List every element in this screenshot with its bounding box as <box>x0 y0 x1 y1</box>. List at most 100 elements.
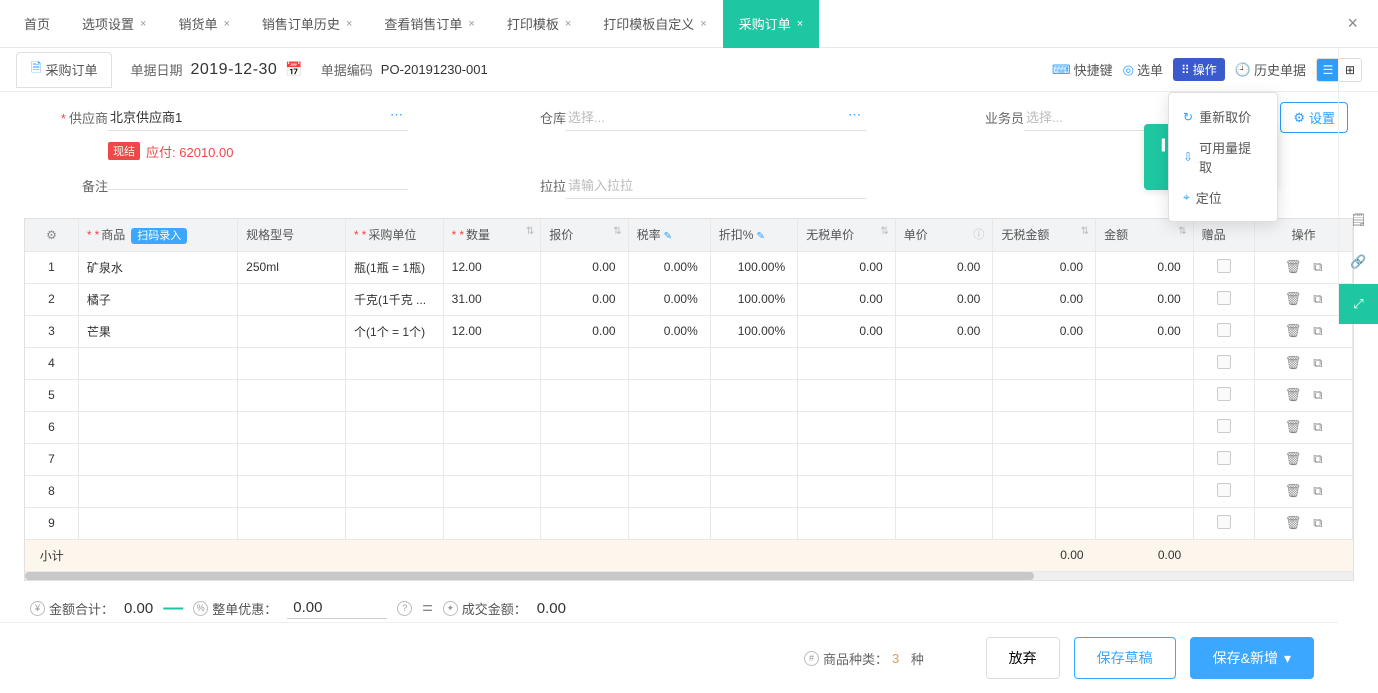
deal-icon: ✦ <box>443 601 458 616</box>
copy-icon[interactable]: ⧉ <box>1313 515 1322 530</box>
bill-date-value[interactable]: 2019-12-30 <box>190 61 277 79</box>
close-icon[interactable]: × <box>565 18 571 30</box>
edit-icon[interactable]: ✎ <box>664 231 672 242</box>
bill-code-value: PO-20191230-001 <box>381 62 488 77</box>
calendar-icon[interactable]: 📅 <box>285 61 302 78</box>
subtotal-row: 小计 0.00 0.00 <box>25 539 1353 571</box>
delete-icon[interactable]: 🗑 <box>1285 259 1302 274</box>
shortcut-btn[interactable]: ⌨快捷键 <box>1052 60 1113 79</box>
dropdown-available[interactable]: ⇩可用量提取 <box>1169 132 1277 182</box>
discount-input[interactable]: 0.00 <box>287 597 387 619</box>
tab-view-sales[interactable]: 查看销售订单× <box>368 0 490 48</box>
gift-checkbox[interactable] <box>1217 355 1231 369</box>
copy-icon[interactable]: ⧉ <box>1313 355 1322 370</box>
operate-btn[interactable]: ⠿操作 <box>1173 58 1225 81</box>
gift-checkbox[interactable] <box>1217 387 1231 401</box>
copy-icon[interactable]: ⧉ <box>1313 387 1322 402</box>
table-row[interactable]: 5🗑⧉ <box>25 379 1353 411</box>
col-amount-notax[interactable]: 无税金额 <box>993 219 1096 251</box>
delete-icon[interactable]: 🗑 <box>1285 419 1302 434</box>
view-list-icon[interactable]: ☰ <box>1317 59 1339 81</box>
close-icon[interactable]: × <box>223 18 229 30</box>
remark-input[interactable] <box>108 181 408 190</box>
delete-icon[interactable]: 🗑 <box>1285 451 1302 466</box>
close-icon[interactable]: × <box>346 18 352 30</box>
gift-checkbox[interactable] <box>1217 259 1231 273</box>
copy-icon[interactable]: ⧉ <box>1313 291 1322 306</box>
col-product: *商品扫码录入 <box>78 219 237 251</box>
tab-sales-history[interactable]: 销售订单历史× <box>246 0 368 48</box>
gift-checkbox[interactable] <box>1217 483 1231 497</box>
close-page-icon[interactable]: × <box>1335 13 1370 34</box>
sub-tab-purchase[interactable]: 🗎采购订单 <box>16 52 112 88</box>
tab-print-tpl[interactable]: 打印模板× <box>491 0 587 48</box>
close-icon[interactable]: × <box>700 18 706 30</box>
delete-icon[interactable]: 🗑 <box>1285 387 1302 402</box>
more-icon[interactable]: ⋯ <box>390 107 404 123</box>
tab-purchase-order[interactable]: 采购订单× <box>723 0 819 48</box>
side-rail: 🗒 🔗 ⤢ <box>1338 48 1378 324</box>
gear-icon: ⚙ <box>1293 110 1305 126</box>
tab-home[interactable]: 首页 <box>8 0 66 48</box>
col-unit: *采购单位 <box>346 219 444 251</box>
help-icon[interactable]: ? <box>397 601 412 616</box>
scan-button[interactable]: 扫码录入 <box>131 228 187 244</box>
cash-badge: 现结 <box>108 142 140 160</box>
more-icon[interactable]: ⋯ <box>848 107 862 123</box>
delete-icon[interactable]: 🗑 <box>1285 515 1302 530</box>
dropdown-locate[interactable]: ⌖定位 <box>1169 182 1277 213</box>
tab-sales[interactable]: 销货单× <box>162 0 245 48</box>
col-qty[interactable]: *数量 <box>443 219 541 251</box>
rail-note-icon[interactable]: 🗒 <box>1339 200 1378 240</box>
table-row[interactable]: 6🗑⧉ <box>25 411 1353 443</box>
gift-checkbox[interactable] <box>1217 291 1231 305</box>
save-new-button[interactable]: 保存&新增▾ <box>1190 637 1314 679</box>
copy-icon[interactable]: ⧉ <box>1313 451 1322 466</box>
subheader: 🗎采购订单 单据日期 2019-12-30 📅 单据编码 PO-20191230… <box>0 48 1378 92</box>
dropdown-reprice[interactable]: ↻重新取价 <box>1169 101 1277 132</box>
table-row[interactable]: 3芒果个(1个 = 1个)12.000.000.00%100.00%0.000.… <box>25 315 1353 347</box>
tab-options[interactable]: 选项设置× <box>66 0 162 48</box>
pin-icon: ⌖ <box>1183 190 1190 205</box>
table-row[interactable]: 8🗑⧉ <box>25 475 1353 507</box>
lala-input[interactable]: 请输入拉拉 <box>566 171 866 199</box>
warehouse-input[interactable]: 选择...⋯ <box>566 103 866 131</box>
tab-print-custom[interactable]: 打印模板自定义× <box>587 0 722 48</box>
history-btn[interactable]: 🕘历史单据 <box>1235 60 1306 79</box>
table-row[interactable]: 4🗑⧉ <box>25 347 1353 379</box>
table-row[interactable]: 7🗑⧉ <box>25 443 1353 475</box>
save-draft-button[interactable]: 保存草稿 <box>1074 637 1176 679</box>
col-price-notax[interactable]: 无税单价 <box>798 219 896 251</box>
copy-icon[interactable]: ⧉ <box>1313 323 1322 338</box>
gift-checkbox[interactable] <box>1217 419 1231 433</box>
info-icon[interactable]: ⓘ <box>973 226 984 242</box>
discard-button[interactable]: 放弃 <box>986 637 1060 679</box>
copy-icon[interactable]: ⧉ <box>1313 259 1322 274</box>
horizontal-scrollbar[interactable] <box>25 572 1353 580</box>
table-row[interactable]: 9🗑⧉ <box>25 507 1353 539</box>
gift-checkbox[interactable] <box>1217 515 1231 529</box>
edit-icon[interactable]: ✎ <box>756 231 764 242</box>
select-order-btn[interactable]: ◎选单 <box>1123 60 1163 79</box>
delete-icon[interactable]: 🗑 <box>1285 323 1302 338</box>
delete-icon[interactable]: 🗑 <box>1285 483 1302 498</box>
col-quote[interactable]: 报价 <box>541 219 628 251</box>
close-icon[interactable]: × <box>140 18 146 30</box>
table-row[interactable]: 1矿泉水250ml瓶(1瓶 = 1瓶)12.000.000.00%100.00%… <box>25 251 1353 283</box>
remark-label: 备注 <box>30 176 108 195</box>
delete-icon[interactable]: 🗑 <box>1285 355 1302 370</box>
copy-icon[interactable]: ⧉ <box>1313 483 1322 498</box>
close-icon[interactable]: × <box>797 18 803 30</box>
rail-expand-icon[interactable]: ⤢ <box>1339 284 1378 324</box>
supplier-input[interactable]: 北京供应商1⋯ <box>108 103 408 131</box>
copy-icon[interactable]: ⧉ <box>1313 419 1322 434</box>
gift-checkbox[interactable] <box>1217 451 1231 465</box>
delete-icon[interactable]: 🗑 <box>1285 291 1302 306</box>
col-amount[interactable]: 金额 <box>1096 219 1194 251</box>
rail-link-icon[interactable]: 🔗 <box>1339 242 1378 282</box>
table-row[interactable]: 2橘子千克(1千克 ...31.000.000.00%100.00%0.000.… <box>25 283 1353 315</box>
grid-icon: ⠿ <box>1181 63 1190 77</box>
close-icon[interactable]: × <box>468 18 474 30</box>
gift-checkbox[interactable] <box>1217 323 1231 337</box>
col-gear[interactable]: ⚙ <box>25 219 78 251</box>
